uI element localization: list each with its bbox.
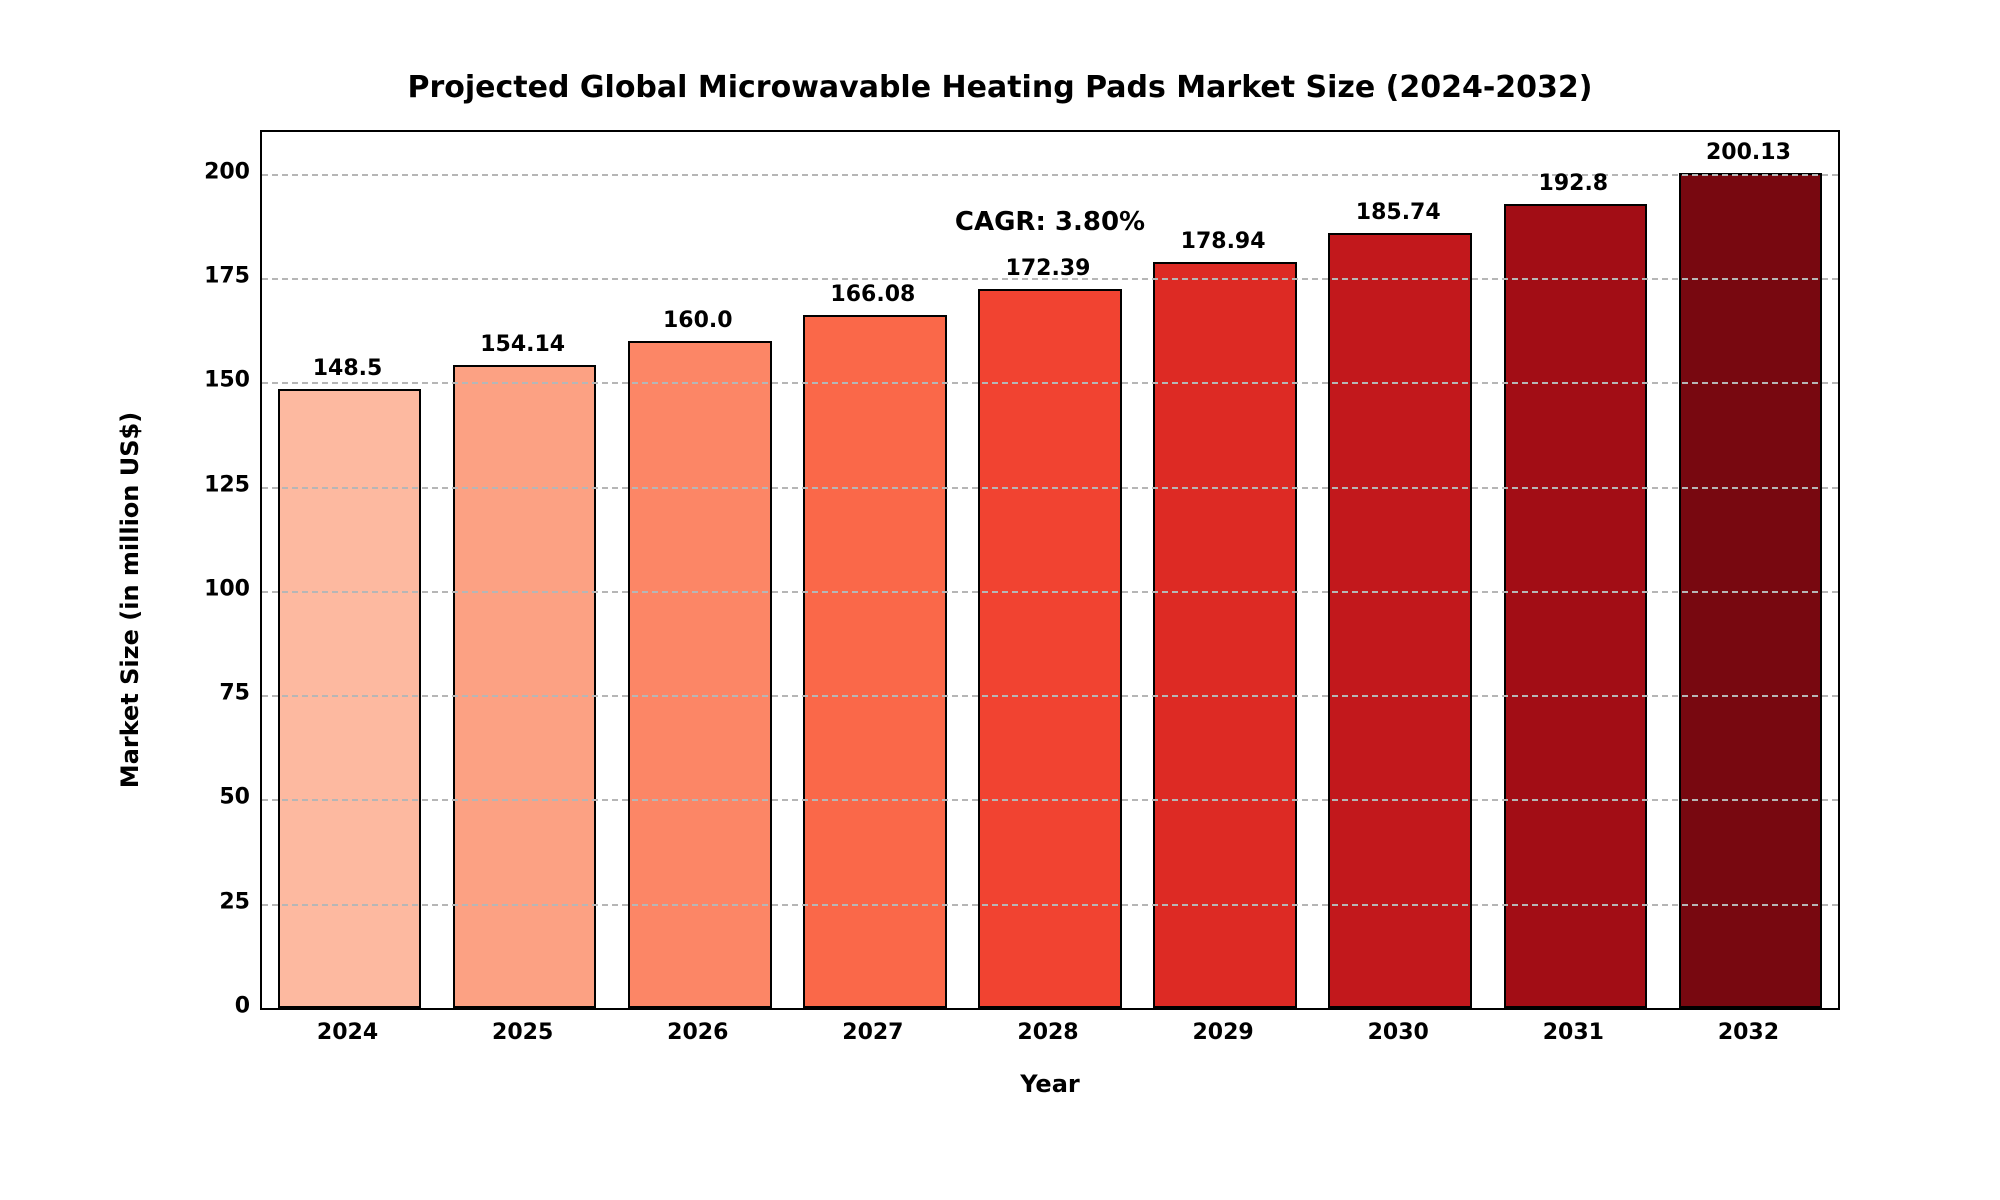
bar-value-label: 166.08 [830,282,915,307]
bar [1504,204,1648,1008]
y-tick-label: 175 [190,264,250,289]
bar-value-label: 160.0 [663,308,733,333]
gridline [262,382,1838,384]
y-axis-label: Market Size (in million US$) [116,412,144,788]
bar-value-label: 178.94 [1181,229,1266,254]
gridline [262,487,1838,489]
x-tick-label: 2026 [667,1020,728,1045]
x-tick-label: 2029 [1192,1020,1253,1045]
bar [1153,262,1297,1008]
x-tick-label: 2025 [492,1020,553,1045]
gridline [262,695,1838,697]
chart-container: Projected Global Microwavable Heating Pa… [100,70,1900,1130]
bar-value-label: 148.5 [313,356,383,381]
x-tick-label: 2024 [317,1020,378,1045]
y-tick-label: 150 [190,368,250,393]
y-tick-label: 0 [190,994,250,1019]
bar-value-label: 200.13 [1706,140,1791,165]
gridline [262,904,1838,906]
x-axis-label: Year [260,1070,1840,1098]
y-tick-label: 25 [190,889,250,914]
x-tick-label: 2027 [842,1020,903,1045]
bar [453,365,597,1008]
y-tick-label: 125 [190,472,250,497]
bar [278,389,422,1008]
y-tick-label: 75 [190,681,250,706]
bar-value-label: 172.39 [1006,256,1091,281]
x-tick-label: 2030 [1368,1020,1429,1045]
gridline [262,799,1838,801]
chart-title: Projected Global Microwavable Heating Pa… [100,70,1900,105]
y-tick-label: 200 [190,159,250,184]
bar-value-label: 192.8 [1539,171,1609,196]
gridline [262,591,1838,593]
bar-value-label: 154.14 [480,332,565,357]
bar [628,341,772,1008]
bar-value-label: 185.74 [1356,200,1441,225]
x-tick-label: 2032 [1718,1020,1779,1045]
x-tick-label: 2031 [1543,1020,1604,1045]
bar [1328,233,1472,1008]
x-tick-label: 2028 [1017,1020,1078,1045]
y-tick-label: 100 [190,576,250,601]
bar [978,289,1122,1008]
cagr-annotation: CAGR: 3.80% [955,207,1145,237]
y-tick-label: 50 [190,785,250,810]
